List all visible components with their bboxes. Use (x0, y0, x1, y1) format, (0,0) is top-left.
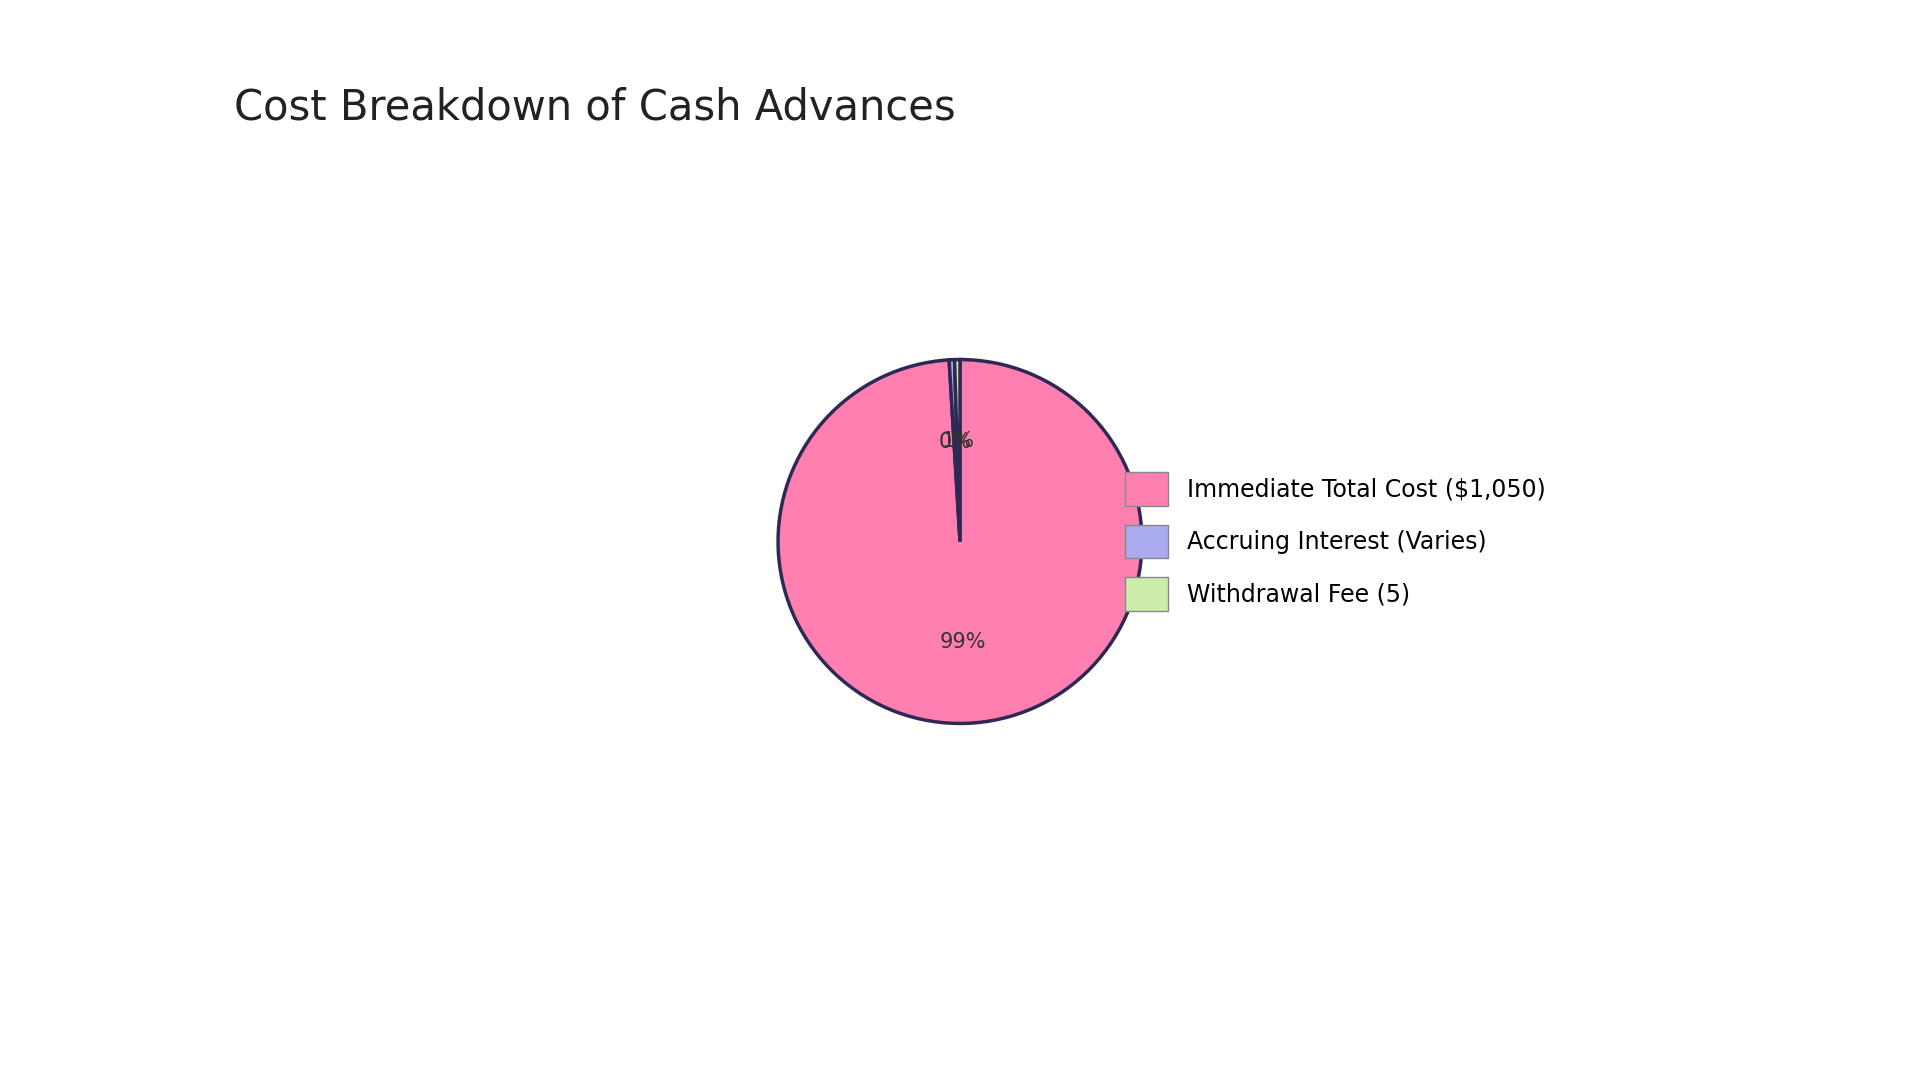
Legend: Immediate Total Cost ($1,050), Accruing Interest (Varies), Withdrawal Fee (5): Immediate Total Cost ($1,050), Accruing … (1102, 448, 1569, 635)
Text: 1%: 1% (943, 431, 975, 452)
Wedge shape (954, 360, 960, 542)
Text: 0%: 0% (939, 431, 972, 452)
Wedge shape (778, 360, 1142, 723)
Wedge shape (948, 360, 960, 542)
Text: Cost Breakdown of Cash Advances: Cost Breakdown of Cash Advances (234, 87, 956, 129)
Text: 99%: 99% (939, 631, 987, 652)
